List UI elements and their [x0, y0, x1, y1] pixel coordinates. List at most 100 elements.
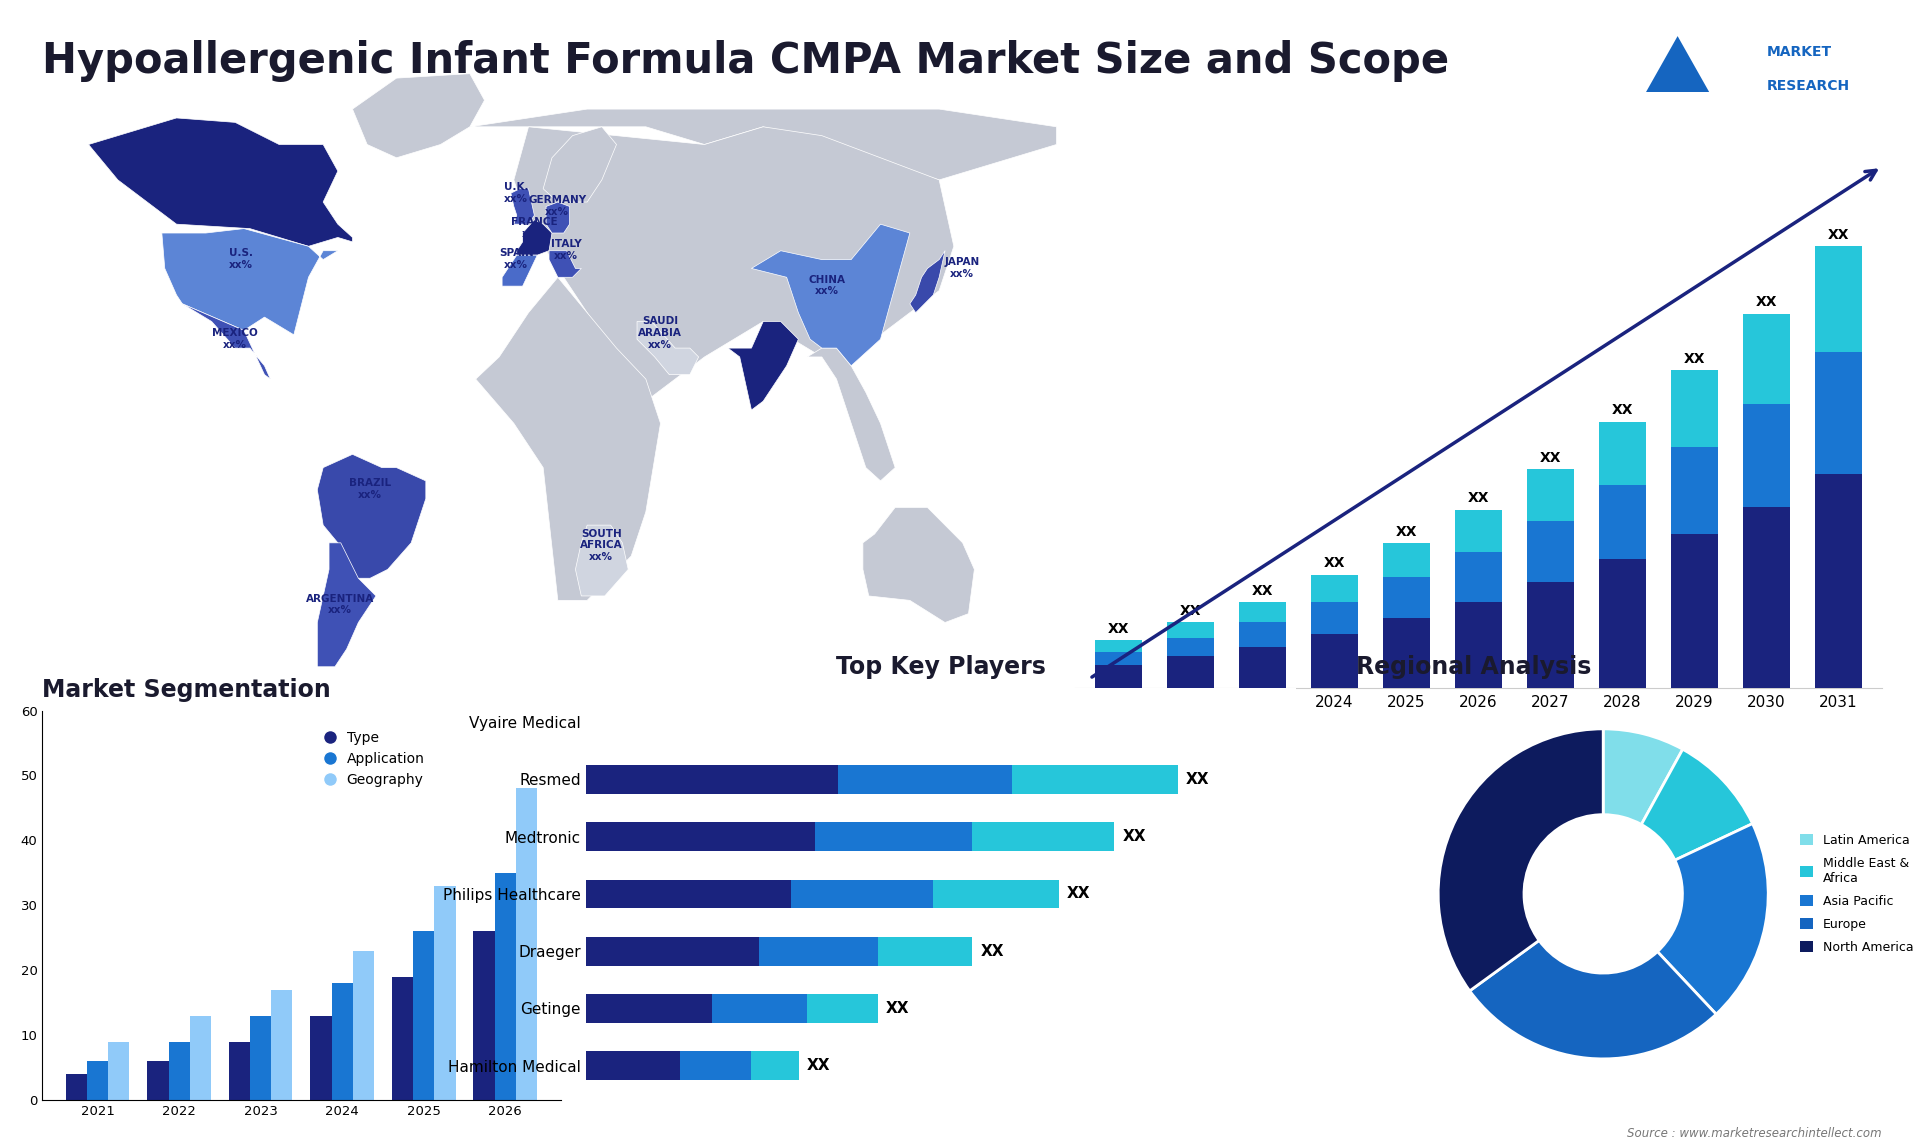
Text: XX: XX [1684, 352, 1705, 366]
Wedge shape [1469, 941, 1716, 1059]
Text: MEXICO
xx%: MEXICO xx% [211, 328, 257, 350]
Wedge shape [1603, 729, 1682, 824]
Text: CHINA
xx%: CHINA xx% [808, 275, 845, 297]
Bar [1094, 652, 1142, 665]
Text: XX: XX [1396, 525, 1417, 539]
Bar [228, 1042, 250, 1100]
Bar [1311, 602, 1357, 634]
Bar [1238, 602, 1286, 622]
Bar [1526, 582, 1574, 688]
Text: U.S.
xx%: U.S. xx% [228, 249, 253, 270]
Text: JAPAN
xx%: JAPAN xx% [945, 257, 979, 278]
Bar [1599, 559, 1645, 688]
Text: XX: XX [1252, 583, 1273, 597]
Bar [148, 1061, 169, 1100]
Bar [413, 932, 434, 1100]
Text: SPAIN
xx%: SPAIN xx% [499, 249, 534, 270]
Bar [1382, 578, 1430, 618]
Wedge shape [1438, 729, 1603, 991]
Polygon shape [1678, 37, 1738, 142]
Bar [190, 1015, 211, 1100]
Bar [1167, 622, 1213, 638]
Bar [1743, 508, 1789, 688]
Text: BRAZIL
xx%: BRAZIL xx% [349, 479, 390, 500]
Text: XX: XX [981, 943, 1004, 959]
Bar [1382, 618, 1430, 688]
Text: U.K.
xx%: U.K. xx% [505, 182, 528, 204]
Text: XX: XX [1179, 604, 1202, 618]
Bar [1167, 638, 1213, 656]
Bar [1599, 422, 1645, 485]
Bar [108, 1042, 129, 1100]
Bar [1455, 602, 1501, 688]
Bar [1814, 246, 1862, 352]
Bar [474, 932, 495, 1100]
Wedge shape [1657, 824, 1768, 1014]
Bar [1814, 352, 1862, 473]
Text: Hypoallergenic Infant Formula CMPA Market Size and Scope: Hypoallergenic Infant Formula CMPA Marke… [42, 40, 1450, 83]
Bar [434, 886, 455, 1100]
Bar [1670, 447, 1718, 534]
Bar [933, 880, 1060, 908]
Text: XX: XX [1068, 886, 1091, 902]
Bar [791, 880, 933, 908]
Bar [806, 994, 877, 1022]
Text: Market Segmentation: Market Segmentation [42, 677, 330, 701]
Bar [758, 937, 877, 965]
Text: ARGENTINA
xx%: ARGENTINA xx% [305, 594, 374, 615]
Bar [586, 766, 839, 793]
Text: Regional Analysis: Regional Analysis [1356, 654, 1592, 678]
Bar [311, 1015, 332, 1100]
Text: XX: XX [1323, 557, 1346, 571]
Bar [586, 994, 712, 1022]
Bar [65, 1074, 86, 1100]
Bar [586, 880, 791, 908]
Bar [1167, 656, 1213, 688]
Text: XX: XX [1611, 403, 1634, 417]
Bar [169, 1042, 190, 1100]
Text: XX: XX [1467, 492, 1490, 505]
Bar [814, 823, 972, 850]
Text: RESEARCH: RESEARCH [1766, 79, 1851, 93]
Bar [1238, 647, 1286, 688]
Text: XX: XX [1123, 829, 1146, 845]
Bar [1743, 314, 1789, 403]
Text: ITALY
xx%: ITALY xx% [551, 240, 582, 261]
Bar [1526, 521, 1574, 582]
Text: XX: XX [1828, 228, 1849, 242]
Text: XX: XX [885, 1000, 908, 1017]
Bar [1094, 665, 1142, 688]
Bar [1670, 534, 1718, 688]
Bar [1238, 622, 1286, 647]
Text: XX: XX [806, 1058, 829, 1074]
Bar [250, 1015, 271, 1100]
Bar [586, 937, 758, 965]
Bar [680, 1052, 751, 1080]
Bar [392, 976, 413, 1100]
Bar [1455, 510, 1501, 552]
Text: SAUDI
ARABIA
xx%: SAUDI ARABIA xx% [637, 316, 682, 350]
Legend: Latin America, Middle East &
Africa, Asia Pacific, Europe, North America: Latin America, Middle East & Africa, Asi… [1795, 829, 1918, 959]
Text: XX: XX [1185, 771, 1210, 787]
Polygon shape [0, 69, 1056, 711]
Polygon shape [1619, 37, 1738, 142]
Bar [1311, 634, 1357, 688]
Bar [1743, 403, 1789, 508]
Bar [271, 990, 292, 1100]
Bar [1455, 552, 1501, 602]
Bar [495, 873, 516, 1100]
Bar [332, 983, 353, 1100]
Text: XX: XX [1755, 296, 1778, 309]
Text: CANADA
xx%: CANADA xx% [196, 142, 244, 164]
Text: INTELLECT: INTELLECT [1766, 113, 1845, 127]
Text: Source : www.marketresearchintellect.com: Source : www.marketresearchintellect.com [1626, 1128, 1882, 1140]
Text: INDIA
xx%: INDIA xx% [743, 354, 776, 376]
Bar [839, 766, 1012, 793]
Bar [516, 788, 538, 1100]
Bar [586, 1052, 680, 1080]
Title: Top Key Players: Top Key Players [835, 654, 1046, 678]
Bar [353, 951, 374, 1100]
Text: XX: XX [1540, 450, 1561, 464]
Bar [877, 937, 972, 965]
Legend: Type, Application, Geography: Type, Application, Geography [319, 725, 430, 792]
